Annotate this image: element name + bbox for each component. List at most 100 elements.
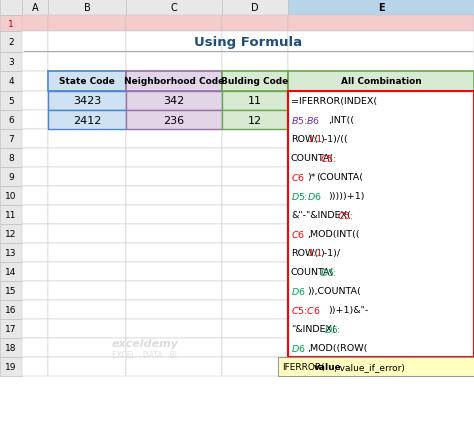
Bar: [222, 300, 288, 319]
Bar: [48, 16, 126, 32]
Bar: [126, 32, 222, 53]
Bar: [126, 319, 222, 338]
Bar: [126, 53, 222, 72]
Bar: [222, 262, 288, 281]
Bar: [0, 53, 22, 72]
Bar: [22, 130, 48, 148]
Bar: [48, 111, 126, 130]
Text: $D$6: $D$6: [291, 285, 306, 297]
Text: A: A: [32, 3, 38, 13]
Bar: [22, 0, 48, 16]
Bar: [126, 92, 222, 111]
Bar: [222, 72, 288, 92]
Bar: [126, 300, 222, 319]
Text: 7: 7: [8, 135, 14, 144]
Bar: [22, 205, 48, 225]
Text: 8: 8: [8, 154, 14, 162]
Bar: [222, 72, 288, 92]
Text: 12: 12: [5, 230, 17, 238]
Text: 5: 5: [8, 97, 14, 106]
Bar: [222, 319, 288, 338]
Bar: [48, 72, 126, 92]
Text: 15: 15: [5, 286, 17, 295]
Text: Bulding Code: Bulding Code: [221, 78, 289, 86]
Text: value: value: [314, 362, 342, 371]
Text: ROW(: ROW(: [291, 248, 318, 258]
Text: $C$6: $C$6: [291, 172, 305, 183]
Text: $C$5:: $C$5:: [337, 209, 353, 220]
Bar: [48, 300, 126, 319]
Text: 1: 1: [8, 19, 14, 28]
Bar: [0, 338, 22, 357]
Text: $D$6: $D$6: [291, 342, 306, 353]
Text: 236: 236: [164, 115, 184, 125]
Bar: [22, 111, 48, 130]
Bar: [48, 225, 126, 244]
Text: )),COUNTA(: )),COUNTA(: [308, 286, 361, 295]
Text: Neighborhood Code: Neighborhood Code: [124, 78, 224, 86]
Bar: [48, 148, 126, 168]
Bar: [222, 130, 288, 148]
Bar: [288, 357, 474, 376]
Text: 18: 18: [5, 343, 17, 352]
Text: $C$6: $C$6: [291, 229, 305, 240]
Text: 16: 16: [5, 305, 17, 314]
Bar: [222, 92, 288, 111]
Text: $D$5:: $D$5:: [320, 266, 337, 277]
Text: =IFERROR(INDEX(: =IFERROR(INDEX(: [291, 97, 377, 106]
Bar: [278, 357, 474, 376]
Text: 342: 342: [164, 96, 185, 106]
Text: C: C: [171, 3, 177, 13]
Bar: [48, 168, 126, 187]
Text: 17: 17: [5, 324, 17, 333]
Bar: [22, 32, 48, 53]
Text: 13: 13: [5, 248, 17, 258]
Bar: [0, 111, 22, 130]
Bar: [0, 319, 22, 338]
Bar: [288, 72, 474, 92]
Text: ,MOD(INT((: ,MOD(INT((: [308, 230, 360, 238]
Bar: [0, 205, 22, 225]
Bar: [48, 338, 126, 357]
Text: $D$5:$D$6: $D$5:$D$6: [291, 191, 322, 201]
Bar: [22, 281, 48, 300]
Bar: [288, 262, 474, 281]
Bar: [288, 244, 474, 262]
Bar: [0, 148, 22, 168]
Text: 10: 10: [5, 191, 17, 201]
Bar: [126, 16, 222, 32]
Bar: [222, 225, 288, 244]
Text: 11: 11: [248, 96, 262, 106]
Bar: [126, 244, 222, 262]
Bar: [48, 0, 126, 16]
Text: exceldemy: exceldemy: [111, 338, 179, 348]
Bar: [288, 72, 474, 92]
Bar: [288, 130, 474, 148]
Bar: [126, 205, 222, 225]
Bar: [222, 32, 288, 53]
Bar: [126, 0, 222, 16]
Bar: [288, 187, 474, 205]
Bar: [126, 262, 222, 281]
Text: State Code: State Code: [59, 78, 115, 86]
Bar: [22, 92, 48, 111]
Text: 3423: 3423: [73, 96, 101, 106]
Bar: [22, 225, 48, 244]
Bar: [22, 357, 48, 376]
Bar: [222, 205, 288, 225]
Bar: [0, 168, 22, 187]
Text: 4: 4: [8, 78, 14, 86]
Text: )*: )*: [308, 173, 316, 182]
Text: 9: 9: [8, 173, 14, 182]
Bar: [126, 111, 222, 130]
Bar: [22, 300, 48, 319]
Bar: [288, 300, 474, 319]
Bar: [126, 72, 222, 92]
Text: All Combination: All Combination: [341, 78, 421, 86]
Bar: [126, 357, 222, 376]
Bar: [22, 319, 48, 338]
Text: $C$5:: $C$5:: [320, 153, 337, 164]
Bar: [48, 92, 126, 111]
Bar: [48, 187, 126, 205]
Bar: [22, 53, 48, 72]
